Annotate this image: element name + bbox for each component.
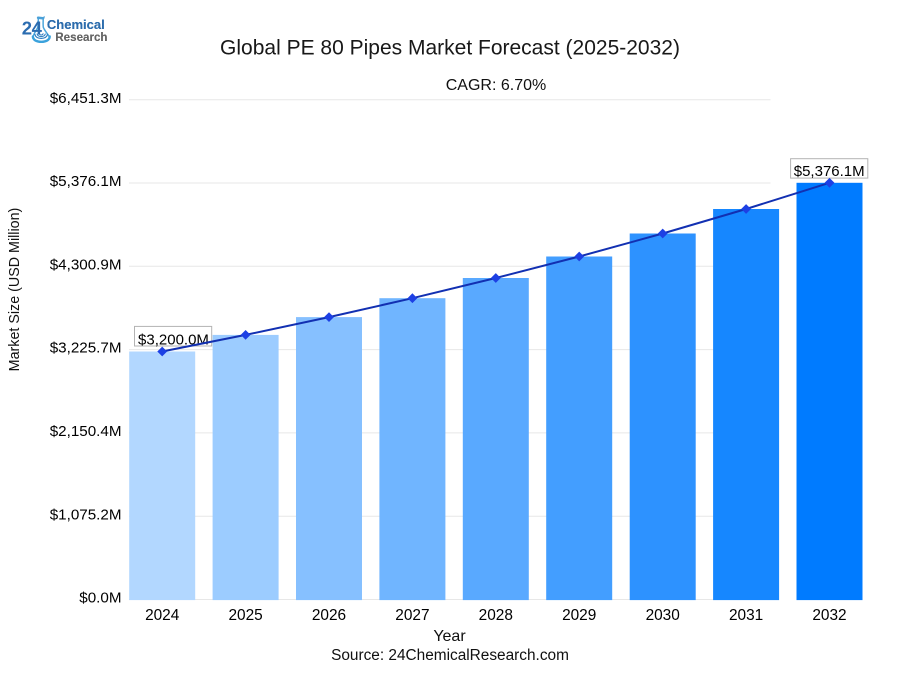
svg-text:2028: 2028 xyxy=(479,607,513,624)
svg-text:Research: Research xyxy=(55,31,107,44)
svg-text:Source: 24ChemicalResearch.com: Source: 24ChemicalResearch.com xyxy=(331,647,569,664)
svg-text:$6,451.3M: $6,451.3M xyxy=(50,90,122,107)
svg-text:$0.0M: $0.0M xyxy=(79,590,121,607)
svg-text:2027: 2027 xyxy=(395,607,429,624)
svg-text:$2,150.4M: $2,150.4M xyxy=(50,423,122,440)
svg-text:Global PE 80 Pipes Market Fore: Global PE 80 Pipes Market Forecast (2025… xyxy=(220,37,680,60)
svg-text:2031: 2031 xyxy=(729,607,763,624)
svg-text:2029: 2029 xyxy=(562,607,596,624)
svg-text:$5,376.1M: $5,376.1M xyxy=(50,173,122,190)
svg-text:24: 24 xyxy=(22,18,43,39)
svg-text:Research: Research xyxy=(55,31,107,44)
svg-text:2026: 2026 xyxy=(312,607,346,624)
svg-text:$5,376.1M: $5,376.1M xyxy=(794,163,865,180)
svg-text:Market Size (USD Million): Market Size (USD Million) xyxy=(7,208,23,372)
svg-text:$3,225.7M: $3,225.7M xyxy=(50,340,122,357)
svg-text:Year: Year xyxy=(433,628,466,645)
svg-text:$4,300.9M: $4,300.9M xyxy=(50,256,122,273)
svg-text:Chemical: Chemical xyxy=(47,17,105,32)
svg-text:2032: 2032 xyxy=(812,607,846,624)
svg-text:2024: 2024 xyxy=(145,607,180,624)
svg-text:2025: 2025 xyxy=(228,607,262,624)
svg-text:Chemical: Chemical xyxy=(47,17,105,32)
svg-text:2030: 2030 xyxy=(646,607,680,624)
svg-text:CAGR: 6.70%: CAGR: 6.70% xyxy=(446,77,546,94)
svg-text:$3,200.0M: $3,200.0M xyxy=(138,331,209,348)
svg-text:$1,075.2M: $1,075.2M xyxy=(50,506,122,523)
